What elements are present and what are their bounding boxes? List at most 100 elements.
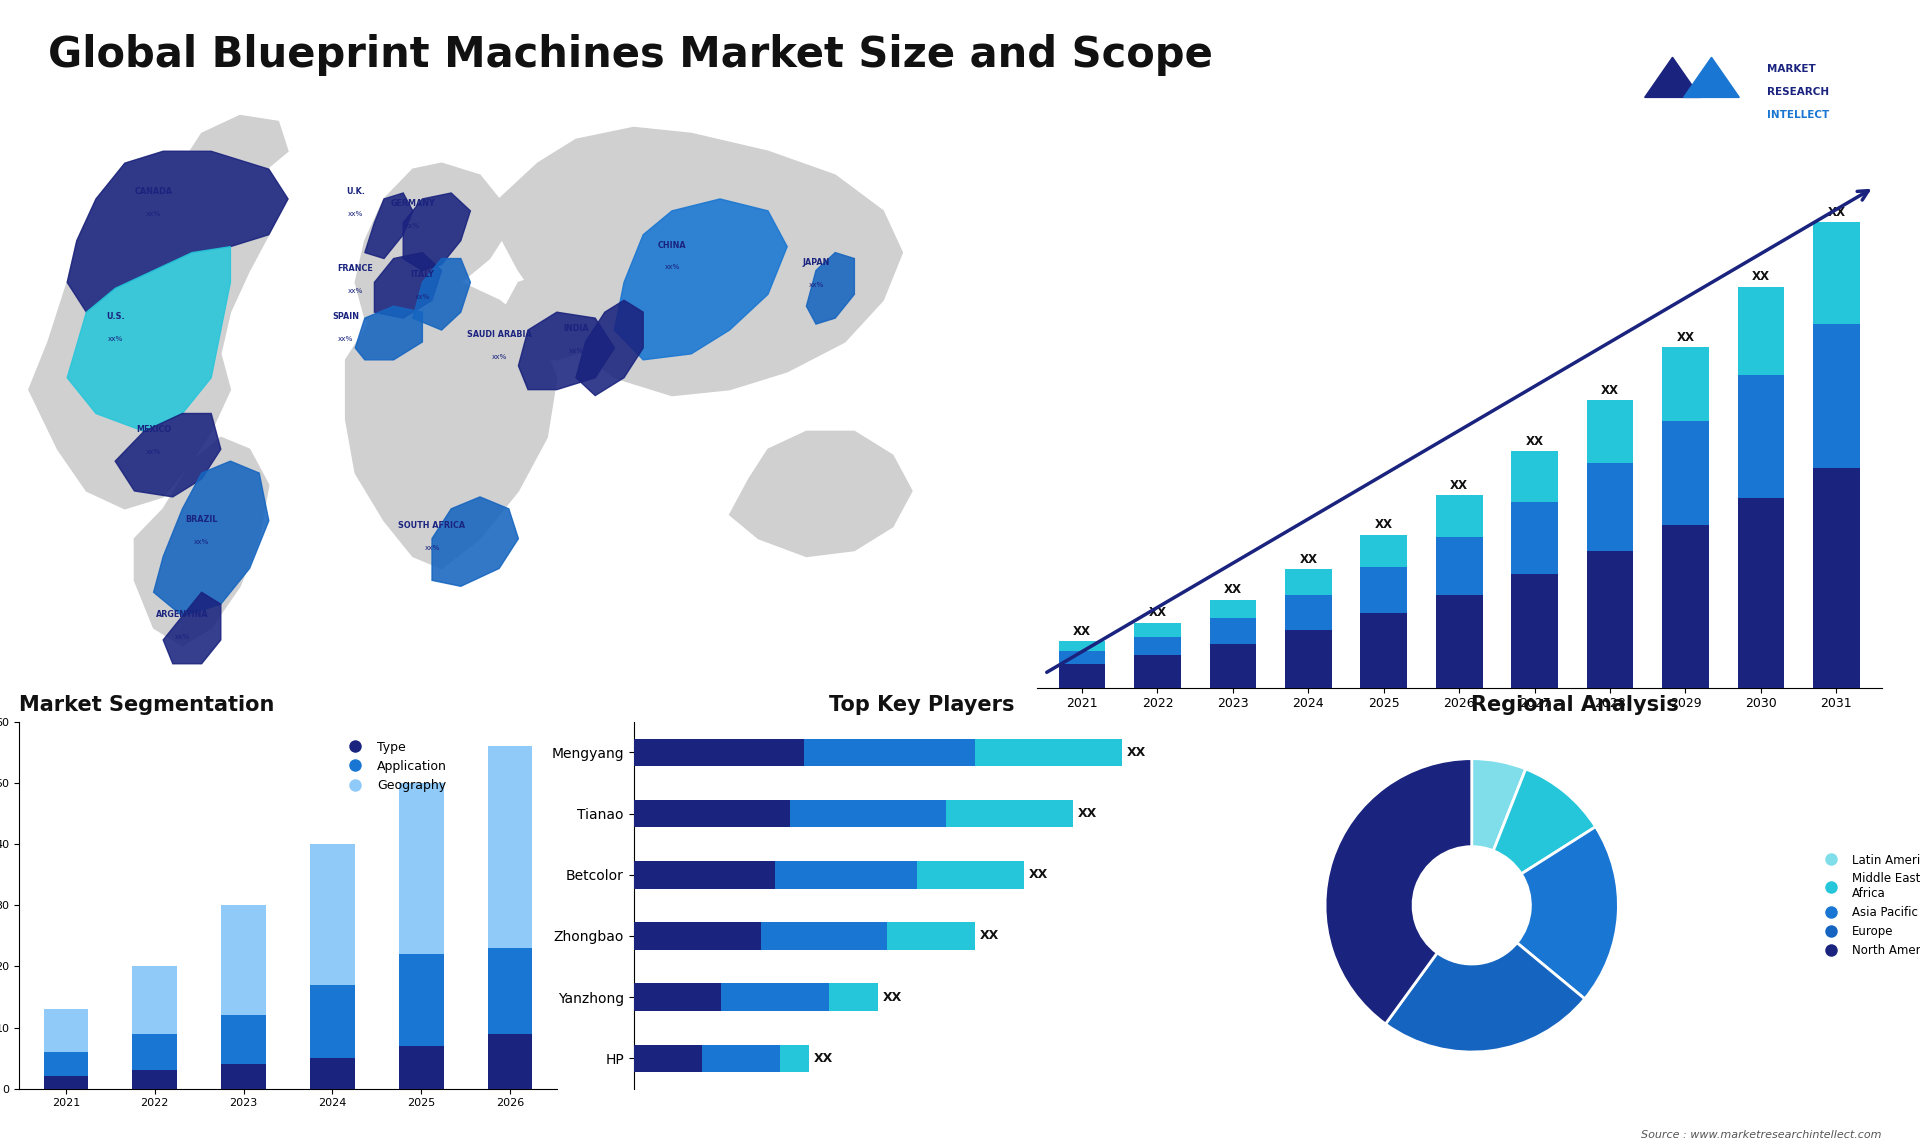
Polygon shape: [1645, 57, 1701, 97]
Polygon shape: [374, 252, 442, 319]
Polygon shape: [67, 151, 288, 312]
Text: XX: XX: [1148, 606, 1167, 619]
Text: xx%: xx%: [146, 211, 161, 217]
Bar: [221, 905, 265, 1015]
Text: xx%: xx%: [424, 544, 440, 550]
Bar: [1812, 324, 1860, 468]
Bar: [1436, 537, 1482, 595]
Polygon shape: [115, 414, 221, 497]
Bar: [44, 1052, 88, 1076]
Polygon shape: [67, 246, 230, 431]
Bar: [1135, 656, 1181, 688]
Text: xx%: xx%: [108, 336, 123, 342]
Text: INTELLECT: INTELLECT: [1766, 110, 1830, 119]
Text: XX: XX: [1300, 554, 1317, 566]
Bar: [1058, 651, 1106, 665]
Polygon shape: [413, 259, 470, 330]
Text: xx%: xx%: [664, 265, 680, 270]
Text: U.S.: U.S.: [106, 312, 125, 321]
Bar: [1058, 665, 1106, 688]
Bar: [488, 746, 532, 948]
Text: XX: XX: [814, 1052, 833, 1065]
Text: XX: XX: [883, 990, 902, 1004]
Text: CANADA: CANADA: [134, 187, 173, 196]
Bar: [1284, 570, 1332, 595]
Polygon shape: [576, 300, 643, 395]
Title: Top Key Players: Top Key Players: [829, 694, 1014, 715]
Text: FRANCE: FRANCE: [338, 265, 372, 274]
Polygon shape: [355, 163, 509, 336]
Bar: [634, 923, 760, 950]
Bar: [634, 861, 776, 888]
Text: Source : www.marketresearchintellect.com: Source : www.marketresearchintellect.com: [1642, 1130, 1882, 1140]
Bar: [1210, 644, 1256, 688]
Wedge shape: [1517, 826, 1619, 999]
Legend: Latin America, Middle East &
Africa, Asia Pacific, Europe, North America: Latin America, Middle East & Africa, Asi…: [1814, 849, 1920, 961]
Bar: [132, 1070, 177, 1089]
Text: xx%: xx%: [405, 222, 420, 229]
Bar: [1210, 599, 1256, 618]
Polygon shape: [518, 312, 614, 390]
Bar: [789, 800, 947, 827]
Polygon shape: [29, 151, 288, 509]
Bar: [703, 1044, 780, 1072]
Legend: Type, Application, Geography: Type, Application, Geography: [338, 736, 451, 798]
Bar: [1511, 574, 1557, 688]
Text: xx%: xx%: [568, 348, 584, 354]
Text: XX: XX: [1450, 479, 1469, 492]
Bar: [221, 1015, 265, 1065]
Bar: [1135, 637, 1181, 656]
Polygon shape: [154, 461, 269, 617]
Text: ITALY: ITALY: [411, 270, 434, 280]
Bar: [947, 800, 1073, 827]
Bar: [1511, 502, 1557, 574]
Text: XX: XX: [1375, 518, 1392, 532]
Bar: [1586, 551, 1634, 688]
Bar: [1284, 629, 1332, 688]
Text: SOUTH AFRICA: SOUTH AFRICA: [399, 520, 465, 529]
Text: XX: XX: [1127, 746, 1146, 759]
Text: GERMANY: GERMANY: [390, 199, 436, 207]
Bar: [311, 984, 355, 1058]
Bar: [804, 739, 975, 767]
Text: xx%: xx%: [175, 634, 190, 639]
Polygon shape: [730, 431, 912, 557]
Bar: [1812, 222, 1860, 324]
Wedge shape: [1494, 769, 1596, 874]
Bar: [634, 1044, 703, 1072]
Text: XX: XX: [1223, 583, 1242, 596]
Bar: [1135, 622, 1181, 637]
Text: XX: XX: [1828, 205, 1845, 219]
Bar: [1210, 618, 1256, 644]
Text: XX: XX: [1073, 625, 1091, 638]
Text: RESEARCH: RESEARCH: [1766, 87, 1830, 96]
Bar: [488, 948, 532, 1034]
Polygon shape: [1684, 57, 1740, 97]
Bar: [829, 983, 877, 1011]
Bar: [1436, 495, 1482, 537]
Bar: [1663, 526, 1709, 688]
Polygon shape: [134, 438, 269, 646]
Bar: [399, 1046, 444, 1089]
Polygon shape: [806, 252, 854, 324]
Bar: [311, 845, 355, 984]
Text: xx%: xx%: [338, 336, 353, 342]
Text: XX: XX: [1601, 384, 1619, 397]
Bar: [634, 739, 804, 767]
Bar: [488, 1034, 532, 1089]
Bar: [1738, 286, 1784, 375]
Title: Regional Analysis: Regional Analysis: [1471, 694, 1678, 715]
Bar: [1663, 347, 1709, 422]
Bar: [132, 966, 177, 1034]
Bar: [221, 1065, 265, 1089]
Bar: [399, 955, 444, 1046]
Bar: [887, 923, 975, 950]
Text: XX: XX: [981, 929, 1000, 942]
Wedge shape: [1325, 759, 1473, 1025]
Text: MARKET: MARKET: [1766, 64, 1816, 73]
Bar: [1361, 613, 1407, 688]
Polygon shape: [432, 497, 518, 587]
Bar: [780, 1044, 810, 1072]
Text: XX: XX: [1029, 869, 1048, 881]
Text: CHINA: CHINA: [659, 241, 685, 250]
